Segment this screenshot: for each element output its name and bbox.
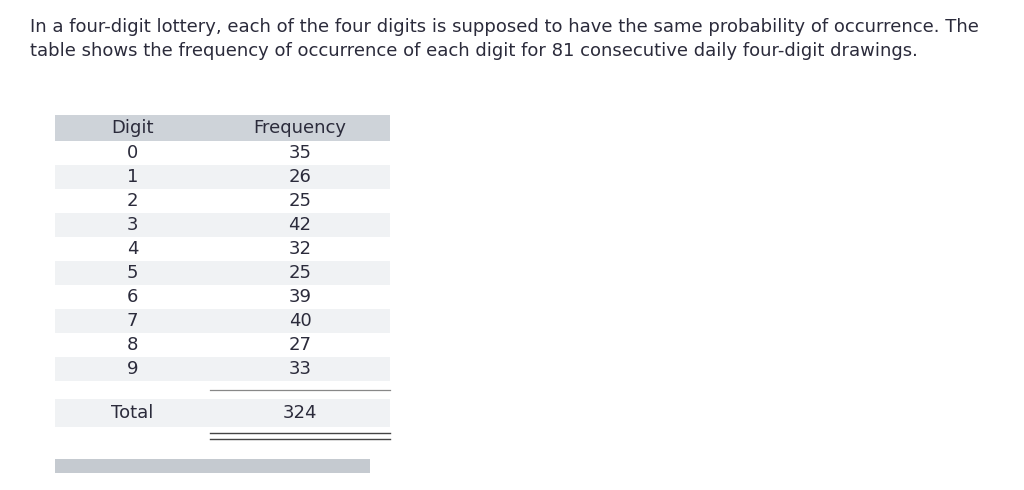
Text: 33: 33 (289, 360, 311, 378)
Text: 5: 5 (127, 264, 138, 282)
Bar (55, 165, 390, 189)
Bar (55, 213, 390, 237)
Text: 6: 6 (127, 288, 138, 306)
Bar (55, 189, 390, 213)
Text: 8: 8 (127, 336, 138, 354)
Text: 32: 32 (289, 240, 311, 258)
Text: 0: 0 (127, 144, 138, 162)
Bar (55, 309, 390, 333)
Text: 7: 7 (127, 312, 138, 330)
Text: 1: 1 (127, 168, 138, 186)
Text: 40: 40 (289, 312, 311, 330)
Bar (55, 261, 390, 285)
Bar (55, 237, 390, 261)
Text: Total: Total (112, 404, 154, 422)
Text: 25: 25 (289, 264, 311, 282)
Bar (55, 141, 390, 165)
Text: 3: 3 (127, 216, 138, 234)
Text: 42: 42 (289, 216, 311, 234)
Text: 4: 4 (127, 240, 138, 258)
Text: Digit: Digit (112, 119, 154, 137)
Text: table shows the frequency of occurrence of each digit for 81 consecutive daily f: table shows the frequency of occurrence … (30, 42, 918, 60)
Text: 324: 324 (283, 404, 317, 422)
Text: 39: 39 (289, 288, 311, 306)
Bar (55, 399, 390, 427)
Text: 26: 26 (289, 168, 311, 186)
Bar (55, 285, 390, 309)
Text: 25: 25 (289, 192, 311, 210)
Bar (55, 357, 390, 381)
Bar (55, 459, 370, 473)
Text: In a four-digit lottery, each of the four digits is supposed to have the same pr: In a four-digit lottery, each of the fou… (30, 18, 979, 36)
Text: 9: 9 (127, 360, 138, 378)
Text: 2: 2 (127, 192, 138, 210)
Bar (55, 115, 390, 141)
Text: Frequency: Frequency (254, 119, 346, 137)
Text: 27: 27 (289, 336, 311, 354)
Text: 35: 35 (289, 144, 311, 162)
Bar (55, 333, 390, 357)
